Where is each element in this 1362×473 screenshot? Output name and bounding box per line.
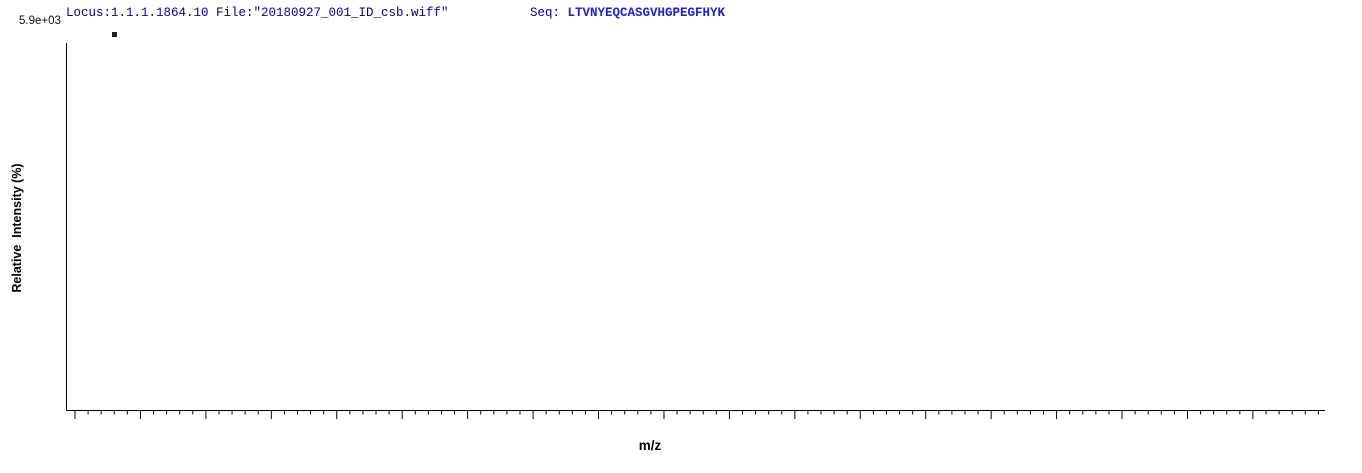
seq-value: LTVNYEQCASGVHGPEGFHYK	[567, 6, 726, 20]
base-peak-intensity-label: 5.9e+03	[19, 15, 61, 27]
selection-handle	[112, 32, 117, 37]
locus-file-text: Locus:1.1.1.1864.10 File:"20180927_001_I…	[66, 6, 449, 20]
x-axis-title: m/z	[639, 438, 662, 453]
sequence-header: Seq: LTVNYEQCASGVHGPEGFHYK	[530, 6, 725, 20]
seq-label: Seq:	[530, 6, 561, 20]
